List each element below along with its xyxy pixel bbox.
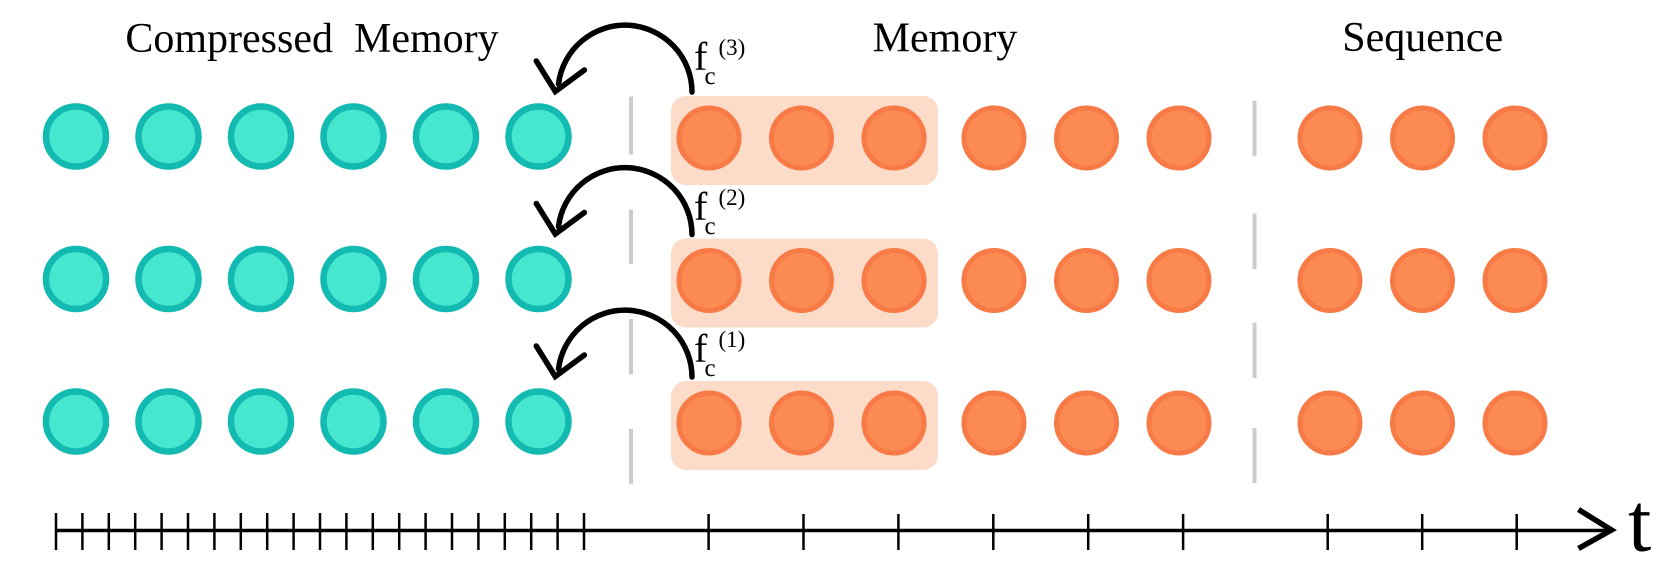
svg-text:c: c (705, 213, 716, 240)
svg-text:Sequence: Sequence (1342, 15, 1503, 61)
svg-text:t: t (1628, 477, 1651, 570)
svg-text:f: f (694, 326, 708, 371)
svg-text:f: f (694, 34, 708, 79)
svg-text:c: c (705, 355, 716, 382)
svg-text:c: c (705, 63, 716, 90)
svg-text:f: f (694, 184, 708, 229)
svg-text:Memory: Memory (873, 16, 1018, 62)
svg-text:Compressed Memory: Compressed Memory (125, 16, 498, 62)
svg-text:(1): (1) (719, 327, 746, 352)
svg-text:(3): (3) (719, 35, 746, 60)
svg-text:(2): (2) (719, 185, 746, 210)
